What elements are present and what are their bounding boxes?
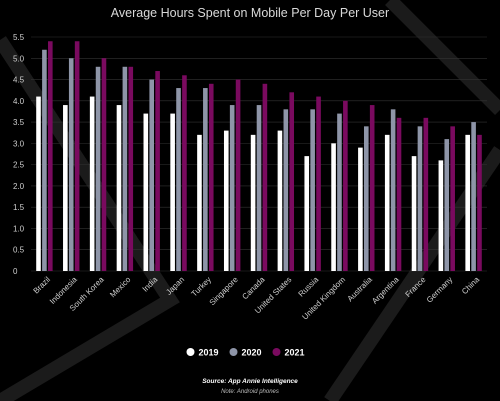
- bar-2021: [369, 105, 375, 271]
- bar-2020: [310, 109, 315, 271]
- legend-marker: [186, 348, 195, 356]
- y-tick-label: 4.5: [13, 76, 25, 85]
- bar-2019: [223, 130, 229, 271]
- x-tick-label: Germany: [425, 275, 455, 305]
- bar-2021: [101, 58, 107, 271]
- chart-title: Average Hours Spent on Mobile Per Day Pe…: [111, 6, 389, 20]
- x-tick-label: Russia: [297, 275, 321, 299]
- bar-2021: [128, 66, 134, 271]
- y-tick-label: 2.0: [13, 182, 25, 191]
- bar-2019: [384, 134, 390, 271]
- source-text: Source: App Annie Intelligence: [202, 378, 298, 385]
- bar-2019: [89, 96, 95, 272]
- bar-2020: [283, 109, 289, 271]
- bar-2021: [74, 41, 80, 271]
- bar-2020: [471, 122, 476, 271]
- bar-2020: [444, 139, 450, 271]
- bar-2020: [176, 88, 181, 272]
- bar-2020: [68, 58, 74, 271]
- legend: 2019 2020 2021: [186, 348, 305, 358]
- y-tick-label: 2.5: [13, 161, 25, 170]
- bar-2021: [262, 83, 268, 271]
- legend-label: 2021: [285, 348, 305, 358]
- bar-2020: [417, 126, 423, 271]
- bar-2021: [208, 83, 214, 271]
- bar-2020: [149, 79, 155, 271]
- bar-2020: [122, 66, 128, 271]
- bar-2020: [42, 49, 47, 271]
- bar-2021: [450, 126, 455, 271]
- bar-2021: [396, 117, 402, 271]
- bar-2019: [358, 147, 363, 271]
- bar-2019: [411, 156, 417, 271]
- y-tick-label: 4.0: [13, 97, 25, 106]
- x-tick-label: China: [460, 275, 482, 297]
- x-tick-label: Turkey: [190, 275, 213, 298]
- bar-2019: [36, 96, 41, 272]
- bar-2019: [331, 143, 336, 271]
- bar-2019: [277, 130, 283, 271]
- bar-2019: [438, 160, 444, 271]
- bar-2020: [256, 105, 262, 271]
- y-tick-label: 5.5: [13, 33, 25, 42]
- bar-2020: [229, 105, 235, 271]
- bar-2021: [155, 71, 160, 271]
- bar-2019: [63, 105, 68, 271]
- x-tick-label: Brazil: [32, 275, 53, 296]
- bar-2019: [465, 134, 470, 271]
- bar-2019: [250, 134, 256, 271]
- bar-2020: [363, 126, 369, 271]
- x-tick-label: Singapore: [208, 275, 241, 308]
- legend-marker: [229, 348, 238, 356]
- bar-2021: [289, 92, 295, 272]
- bar-2021: [182, 75, 187, 271]
- x-tick-label: Mexico: [108, 275, 133, 300]
- x-tick-label: Canada: [240, 275, 267, 302]
- bar-2019: [197, 134, 202, 271]
- bar-2020: [337, 113, 342, 271]
- bar-2021: [235, 79, 241, 271]
- x-tick-label: Japan: [164, 275, 186, 297]
- y-tick-label: 3.0: [13, 139, 25, 148]
- bar-2019: [116, 105, 122, 271]
- bar-2021: [316, 96, 321, 272]
- bar-2021: [48, 41, 53, 271]
- bar-2019: [143, 113, 149, 271]
- y-tick-label: 1.5: [13, 203, 25, 212]
- bars: [36, 41, 482, 272]
- y-tick-label: 3.5: [13, 118, 25, 127]
- legend-marker: [272, 348, 281, 356]
- y-tick-label: 0.5: [13, 246, 25, 255]
- bar-2021: [477, 134, 482, 271]
- legend-label: 2020: [242, 348, 262, 358]
- bar-2019: [304, 156, 310, 271]
- legend-label: 2019: [199, 348, 219, 358]
- bar-2020: [95, 66, 101, 271]
- bar-2021: [423, 117, 429, 271]
- y-tick-label: 0: [13, 267, 18, 276]
- y-tick-label: 1.0: [13, 224, 25, 233]
- note-text: Note: Android phones: [221, 389, 279, 395]
- y-axis-ticks: 0 0.5 1.0 1.5 2.0 2.5 3.0 3.5 4.0 4.5 5.0 5.5: [13, 33, 25, 276]
- bar-2021: [343, 100, 348, 272]
- bar-2020: [390, 109, 396, 271]
- bar-2019: [170, 113, 175, 271]
- y-tick-label: 5.0: [13, 54, 25, 63]
- bar-2020: [203, 88, 208, 272]
